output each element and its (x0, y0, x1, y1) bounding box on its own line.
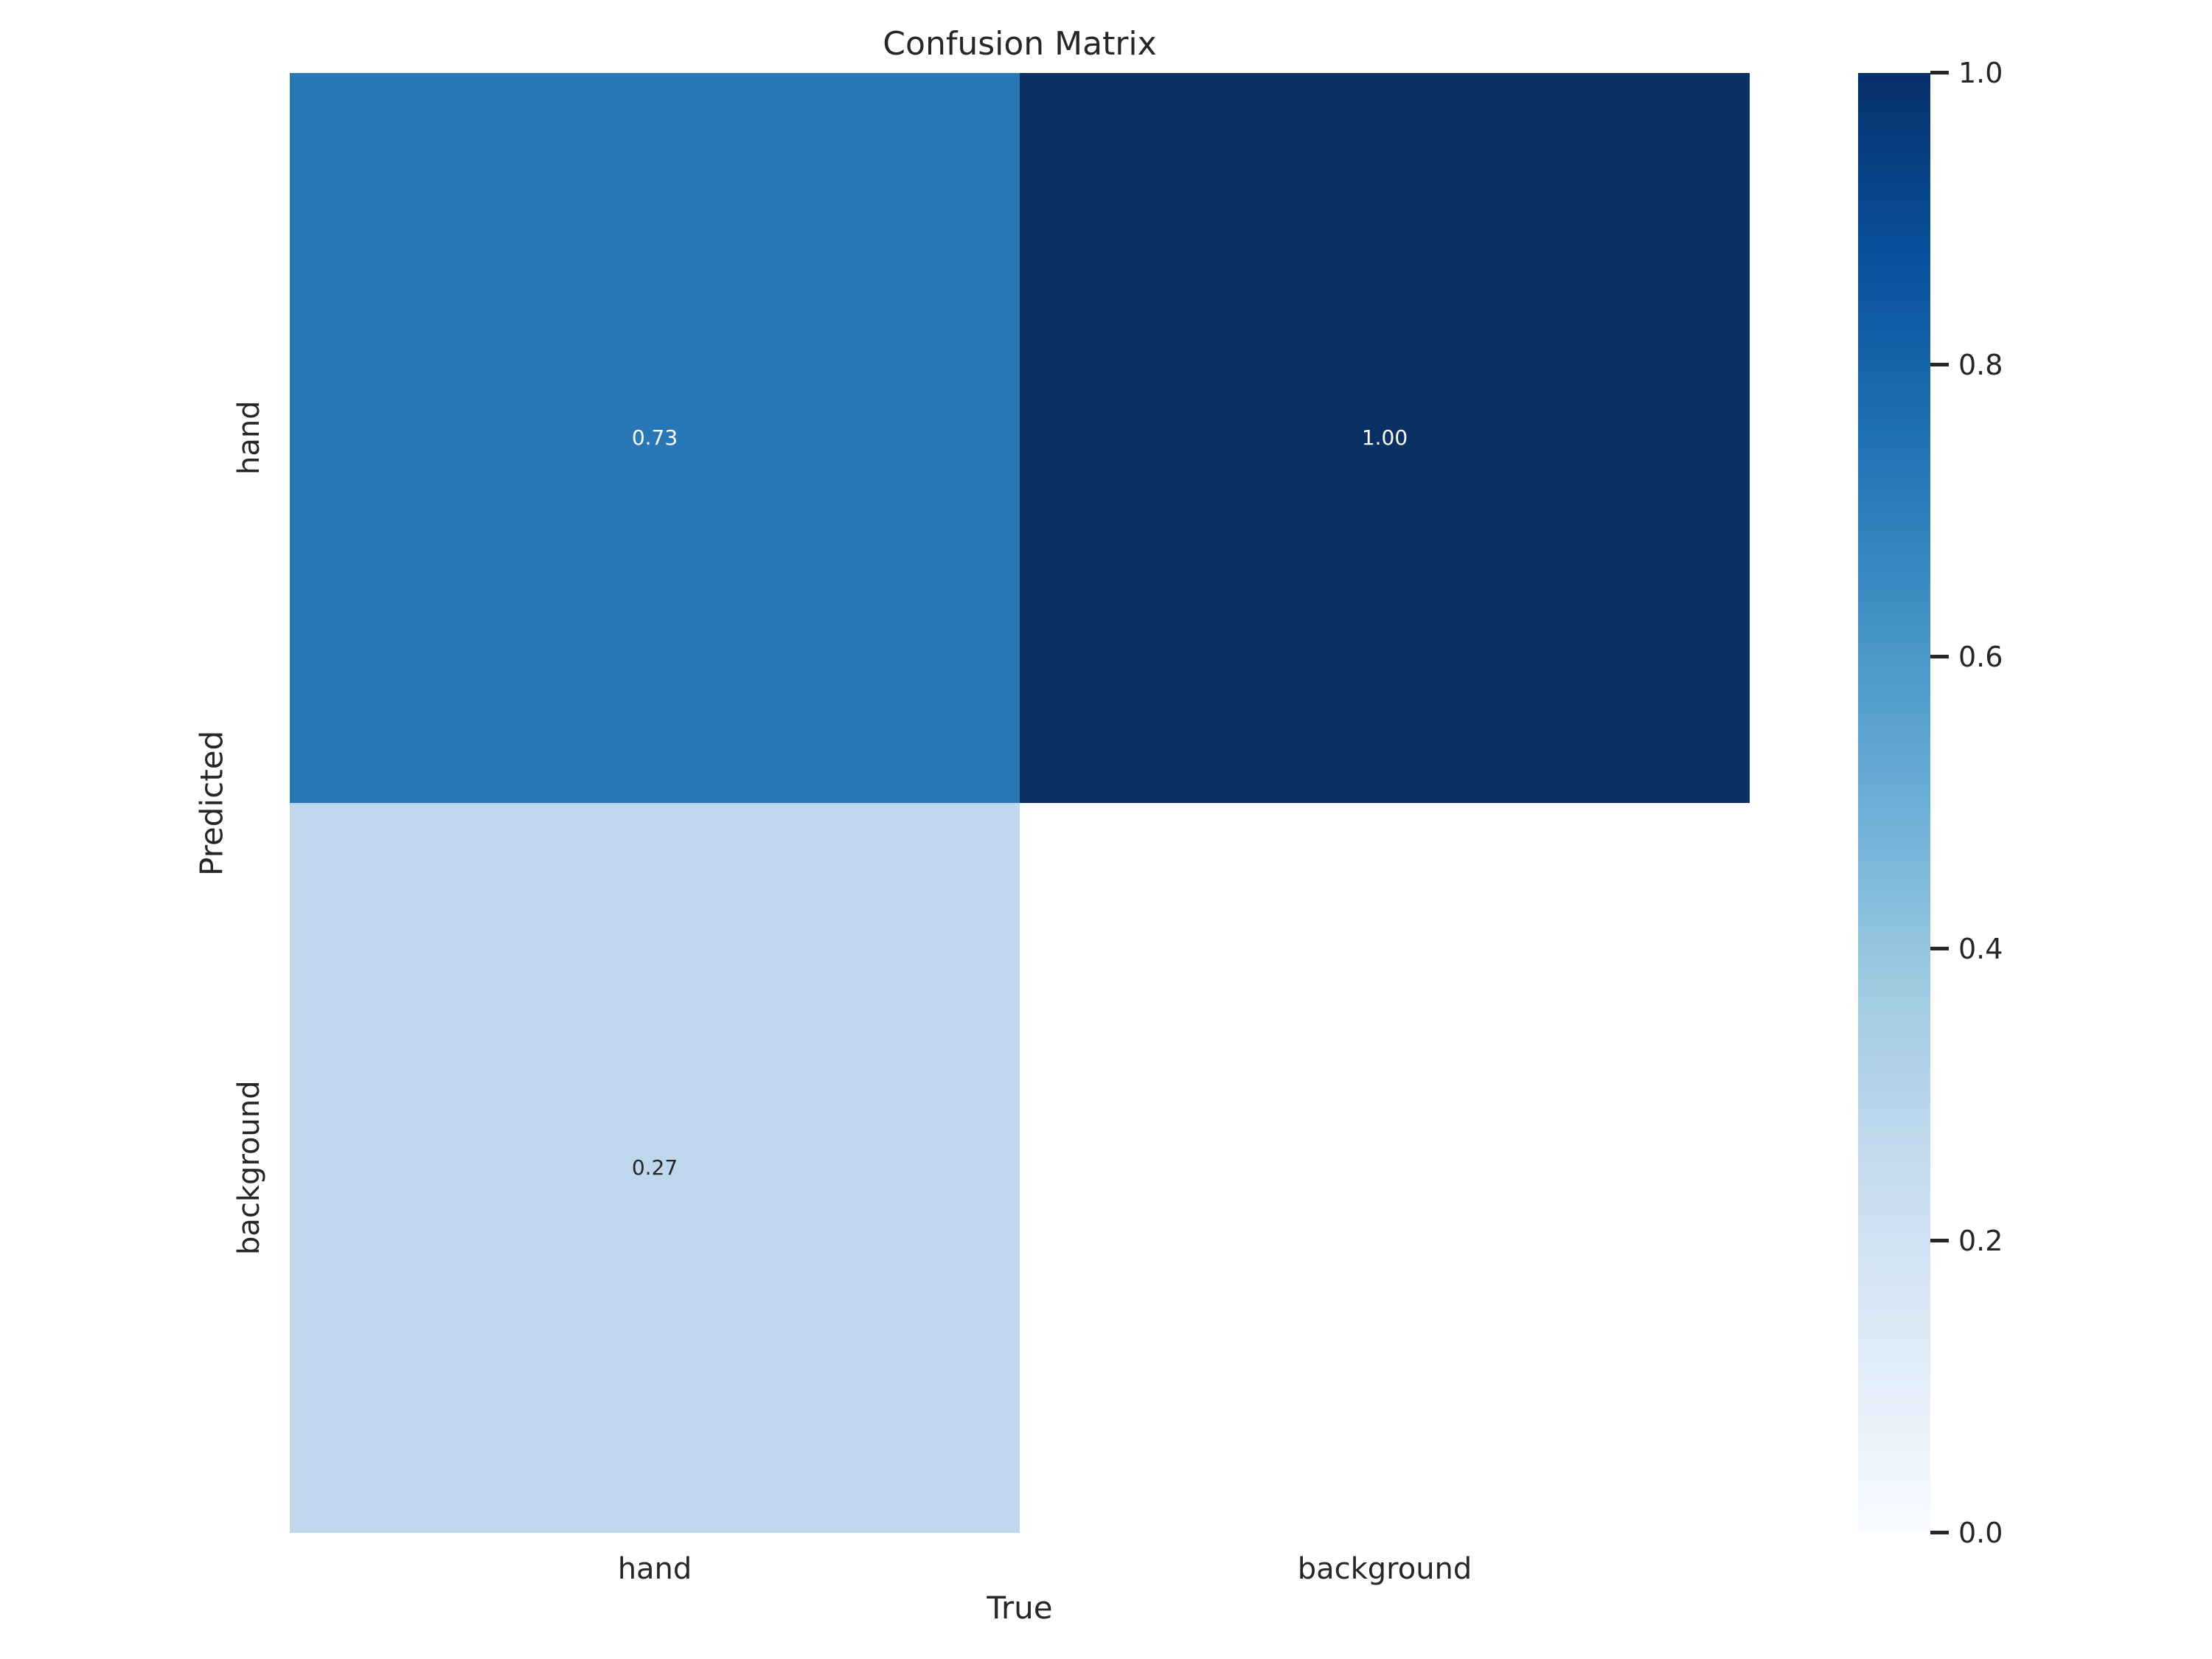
colorbar-tick-mark (1930, 71, 1949, 74)
x-tick-label-background: background (1297, 1552, 1472, 1586)
colorbar-tick-label: 0.6 (1958, 641, 2003, 673)
colorbar-tick-mark (1930, 947, 1949, 950)
x-tick-label-hand: hand (617, 1552, 692, 1586)
x-axis-label: True (987, 1590, 1053, 1626)
colorbar-tick-mark (1930, 655, 1949, 658)
heatmap-grid: 0.73 1.00 0.27 (290, 73, 1750, 1533)
chart-title: Confusion Matrix (883, 25, 1157, 63)
colorbar-gradient (1858, 73, 1930, 1533)
colorbar-tick-label: 0.4 (1958, 933, 2003, 965)
cell-value: 0.27 (631, 1155, 678, 1180)
heatmap-cell-pred-hand-true-hand: 0.73 (290, 73, 1020, 803)
heatmap-cell-pred-background-true-background (1020, 803, 1750, 1533)
colorbar-tick-label: 0.0 (1958, 1517, 2003, 1549)
y-axis-label: Predicted (193, 730, 230, 876)
heatmap-cell-pred-background-true-hand: 0.27 (290, 803, 1020, 1533)
cell-value: 1.00 (1361, 425, 1408, 450)
colorbar-tick-mark (1930, 1531, 1949, 1534)
colorbar-tick-mark (1930, 363, 1949, 366)
y-tick-label-hand: hand (232, 400, 266, 476)
colorbar-tick-label: 1.0 (1958, 57, 2003, 89)
colorbar-tick-mark (1930, 1239, 1949, 1242)
cell-value: 0.73 (631, 425, 678, 450)
heatmap-cell-pred-hand-true-background: 1.00 (1020, 73, 1750, 803)
y-tick-label-background: background (232, 1080, 266, 1256)
colorbar-tick-label: 0.2 (1958, 1225, 2003, 1257)
colorbar-tick-label: 0.8 (1958, 349, 2003, 381)
